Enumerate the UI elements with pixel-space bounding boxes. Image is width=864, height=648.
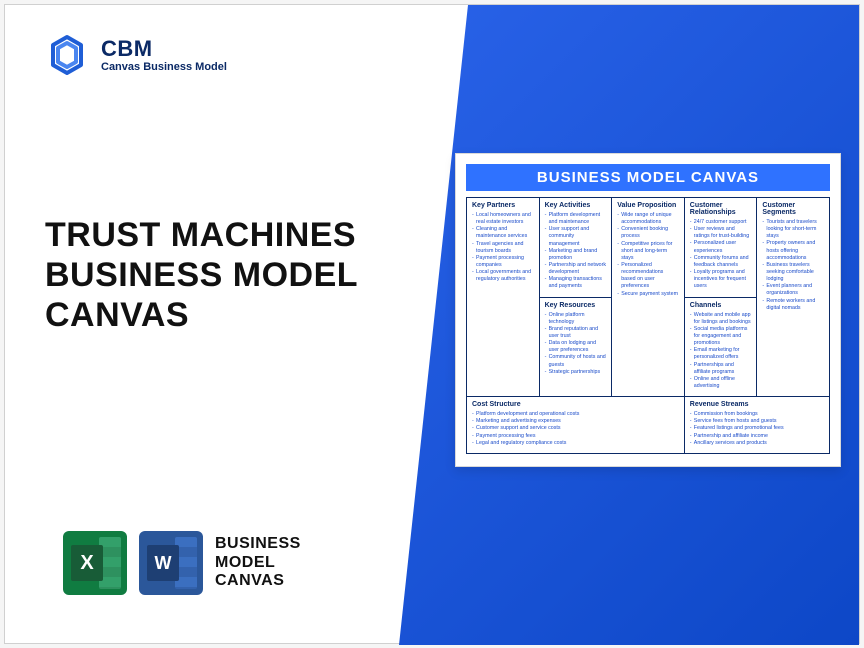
- format-icons: BUSINESS MODEL CANVAS: [63, 531, 301, 595]
- sheet-title: BUSINESS MODEL CANVAS: [466, 164, 830, 191]
- excel-icon: [63, 531, 127, 595]
- list-item: Local homeowners and real estate investo…: [472, 212, 534, 226]
- cell-key-resources: Key Resources Online platform technology…: [540, 298, 613, 398]
- list-item: Payment processing companies: [472, 255, 534, 269]
- list-item: Service fees from hosts and guests: [690, 418, 824, 425]
- list-item: Partnership and network development: [545, 262, 607, 276]
- list-item: Marketing and advertising expenses: [472, 418, 679, 425]
- cell-title: Cost Structure: [472, 401, 679, 408]
- list-item: Business travelers seeking comfortable l…: [762, 262, 824, 283]
- list-item: 24/7 customer support: [690, 219, 752, 226]
- cell-list: Commission from bookingsService fees fro…: [690, 411, 824, 447]
- list-item: Marketing and brand promotion: [545, 248, 607, 262]
- list-item: Wide range of unique accommodations: [617, 212, 679, 226]
- word-icon: [139, 531, 203, 595]
- list-item: Convenient booking process: [617, 226, 679, 240]
- page-title: TRUST MACHINES BUSINESS MODEL CANVAS: [45, 215, 425, 335]
- list-item: Personalized user experiences: [690, 240, 752, 254]
- bmc-label-line: CANVAS: [215, 572, 301, 590]
- list-item: Social media platforms for engagement an…: [690, 326, 752, 347]
- list-item: Brand reputation and user trust: [545, 326, 607, 340]
- canvas-sheet: BUSINESS MODEL CANVAS Key Partners Local…: [455, 153, 841, 467]
- cell-title: Key Partners: [472, 202, 534, 209]
- list-item: Competitive prices for short and long-te…: [617, 241, 679, 262]
- list-item: Event planners and organizations: [762, 283, 824, 297]
- list-item: Property owners and hosts offering accom…: [762, 240, 824, 261]
- list-item: Platform development and maintenance: [545, 212, 607, 226]
- list-item: Email marketing for personalized offers: [690, 347, 752, 361]
- cell-customer-segments: Customer Segments Tourists and travelers…: [757, 198, 830, 397]
- bmc-label-line: BUSINESS: [215, 535, 301, 553]
- list-item: Managing transactions and payments: [545, 276, 607, 290]
- list-item: Partnership and affiliate income: [690, 433, 824, 440]
- logo-full: Canvas Business Model: [101, 61, 227, 73]
- list-item: Legal and regulatory compliance costs: [472, 440, 679, 447]
- cell-cost-structure: Cost Structure Platform development and …: [467, 397, 685, 454]
- list-item: User reviews and ratings for trust-build…: [690, 226, 752, 240]
- list-item: Local governments and regulatory authori…: [472, 269, 534, 283]
- list-item: Customer support and service costs: [472, 425, 679, 432]
- list-item: Online platform technology: [545, 312, 607, 326]
- cell-list: Platform development and operational cos…: [472, 411, 679, 447]
- list-item: Travel agencies and tourism boards: [472, 241, 534, 255]
- cell-customer-relationships: Customer Relationships 24/7 customer sup…: [685, 198, 758, 298]
- cell-revenue-streams: Revenue Streams Commission from bookings…: [685, 397, 830, 454]
- cell-title: Customer Segments: [762, 202, 824, 216]
- cell-title: Key Resources: [545, 302, 607, 309]
- cell-title: Revenue Streams: [690, 401, 824, 408]
- list-item: Online and offline advertising: [690, 376, 752, 390]
- bmc-label: BUSINESS MODEL CANVAS: [215, 535, 301, 590]
- list-item: Secure payment system: [617, 291, 679, 298]
- list-item: Ancillary services and products: [690, 440, 824, 447]
- cell-list: Online platform technologyBrand reputati…: [545, 312, 607, 376]
- list-item: Commission from bookings: [690, 411, 824, 418]
- cell-list: Wide range of unique accommodationsConve…: [617, 212, 679, 298]
- cell-key-activities: Key Activities Platform development and …: [540, 198, 613, 298]
- list-item: Remote workers and digital nomads: [762, 298, 824, 312]
- list-item: User support and community management: [545, 226, 607, 247]
- brand-logo: CBM Canvas Business Model: [45, 33, 227, 77]
- canvas-grid: Key Partners Local homeowners and real e…: [466, 197, 830, 454]
- list-item: Community of hosts and guests: [545, 354, 607, 368]
- bmc-label-line: MODEL: [215, 554, 301, 572]
- list-item: Tourists and travelers looking for short…: [762, 219, 824, 240]
- list-item: Loyalty programs and incentives for freq…: [690, 269, 752, 290]
- cell-title: Channels: [690, 302, 752, 309]
- cell-list: 24/7 customer supportUser reviews and ra…: [690, 219, 752, 290]
- cell-title: Customer Relationships: [690, 202, 752, 216]
- list-item: Payment processing fees: [472, 433, 679, 440]
- list-item: Partnerships and affiliate programs: [690, 362, 752, 376]
- cell-title: Key Activities: [545, 202, 607, 209]
- cell-list: Tourists and travelers looking for short…: [762, 219, 824, 312]
- cell-list: Local homeowners and real estate investo…: [472, 212, 534, 283]
- list-item: Cleaning and maintenance services: [472, 226, 534, 240]
- cell-channels: Channels Website and mobile app for list…: [685, 298, 758, 398]
- cell-list: Platform development and maintenanceUser…: [545, 212, 607, 291]
- cell-value-proposition: Value Proposition Wide range of unique a…: [612, 198, 685, 397]
- page-frame: CBM Canvas Business Model TRUST MACHINES…: [4, 4, 860, 644]
- list-item: Platform development and operational cos…: [472, 411, 679, 418]
- list-item: Featured listings and promotional fees: [690, 425, 824, 432]
- list-item: Website and mobile app for listings and …: [690, 312, 752, 326]
- list-item: Strategic partnerships: [545, 369, 607, 376]
- cell-list: Website and mobile app for listings and …: [690, 312, 752, 391]
- list-item: Data on lodging and user preferences: [545, 340, 607, 354]
- cell-title: Value Proposition: [617, 202, 679, 209]
- logo-text: CBM Canvas Business Model: [101, 37, 227, 73]
- logo-icon: [45, 33, 89, 77]
- list-item: Community forums and feedback channels: [690, 255, 752, 269]
- logo-abbr: CBM: [101, 37, 227, 61]
- list-item: Personalized recommendations based on us…: [617, 262, 679, 291]
- cell-key-partners: Key Partners Local homeowners and real e…: [467, 198, 540, 397]
